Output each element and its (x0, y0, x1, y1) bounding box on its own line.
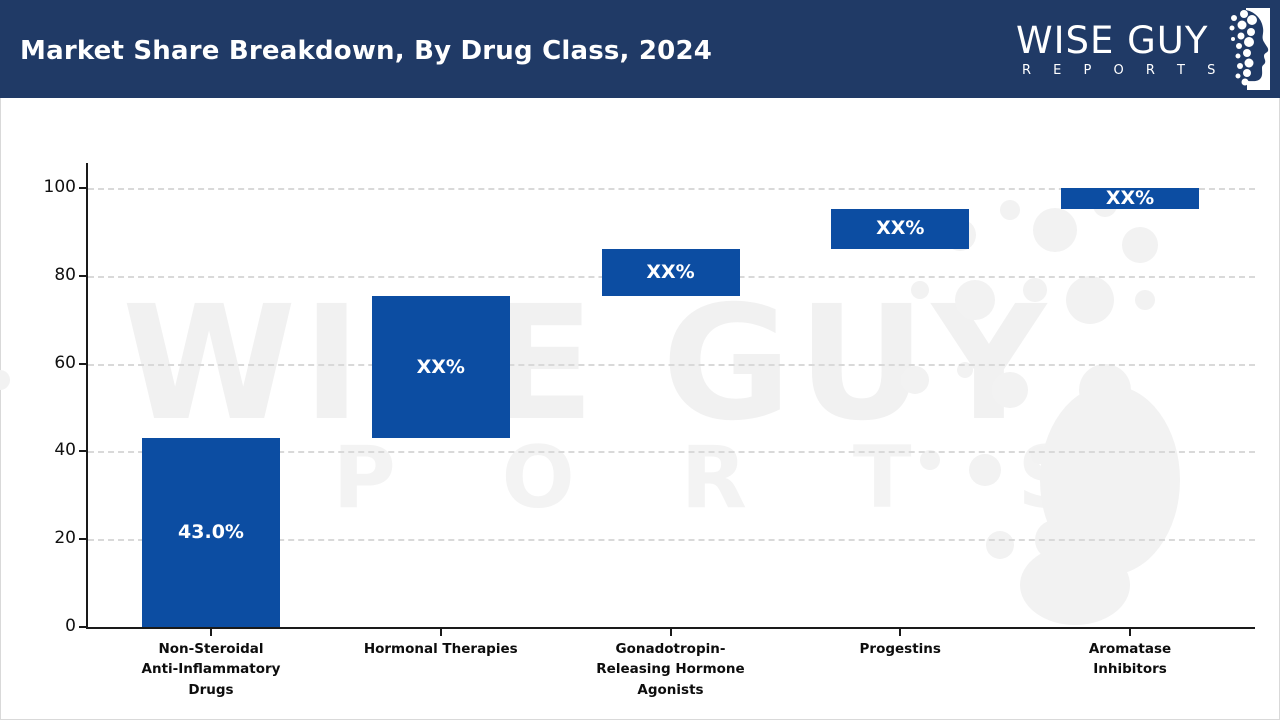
bar-value-label: XX% (416, 355, 465, 378)
x-tick-mark-1 (439, 629, 442, 636)
bar-segment-4: XX% (1061, 187, 1199, 210)
bar-value-label: XX% (876, 217, 925, 240)
y-tick-label-0: 0 (65, 616, 76, 636)
y-tick-mark-40 (79, 450, 86, 453)
y-tick-mark-80 (79, 274, 86, 277)
y-tick-label-80: 80 (54, 264, 76, 285)
y-tick-mark-60 (79, 362, 86, 365)
y-tick-label-60: 60 (54, 352, 76, 373)
header-bar: Market Share Breakdown, By Drug Class, 2… (0, 0, 1280, 98)
logo-subtitle: R E P O R T S (1022, 63, 1225, 78)
category-label-0: Non-Steroidal Anti-Inflammatory Drugs (141, 641, 281, 698)
bar-segment-2: XX% (601, 248, 740, 296)
y-tick-label-20: 20 (54, 528, 76, 549)
page-title: Market Share Breakdown, By Drug Class, 2… (20, 36, 713, 66)
gridline-40 (88, 451, 1255, 454)
y-axis-line (86, 163, 88, 627)
x-tick-mark-4 (1129, 629, 1131, 636)
logo-text: WISE GUY R E P O R T S (1016, 19, 1225, 78)
x-axis-line (86, 627, 1255, 629)
x-tick-mark-0 (210, 629, 212, 636)
y-tick-mark-0 (79, 626, 86, 628)
bar-segment-0: 43.0% (142, 438, 280, 627)
x-tick-mark-3 (899, 629, 902, 636)
bar-segment-3: XX% (831, 209, 970, 249)
wise-guy-logo: WISE GUY R E P O R T S (1016, 8, 1270, 92)
bar-value-label: XX% (1105, 187, 1155, 210)
y-tick-mark-100 (79, 187, 86, 189)
category-label-4: Aromatase Inhibitors (1088, 641, 1172, 678)
y-tick-label-100: 100 (43, 177, 76, 197)
logo-wordmark: WISE GUY (1016, 19, 1209, 62)
y-tick-mark-20 (79, 538, 86, 541)
category-label-1: Hormonal Therapies (363, 641, 518, 657)
gridline-60 (88, 363, 1255, 366)
y-tick-label-40: 40 (54, 440, 76, 461)
category-label-2: Gonadotropin- Releasing Hormone Agonists (596, 641, 745, 698)
gridline-20 (88, 539, 1255, 542)
x-tick-mark-2 (669, 629, 672, 636)
gridline-100 (88, 188, 1255, 190)
bar-value-label: 43.0% (178, 521, 244, 544)
bar-value-label: XX% (646, 260, 695, 283)
category-label-3: Progestins (859, 641, 941, 657)
bar-segment-1: XX% (371, 295, 510, 439)
logo-face-icon (1229, 8, 1270, 90)
